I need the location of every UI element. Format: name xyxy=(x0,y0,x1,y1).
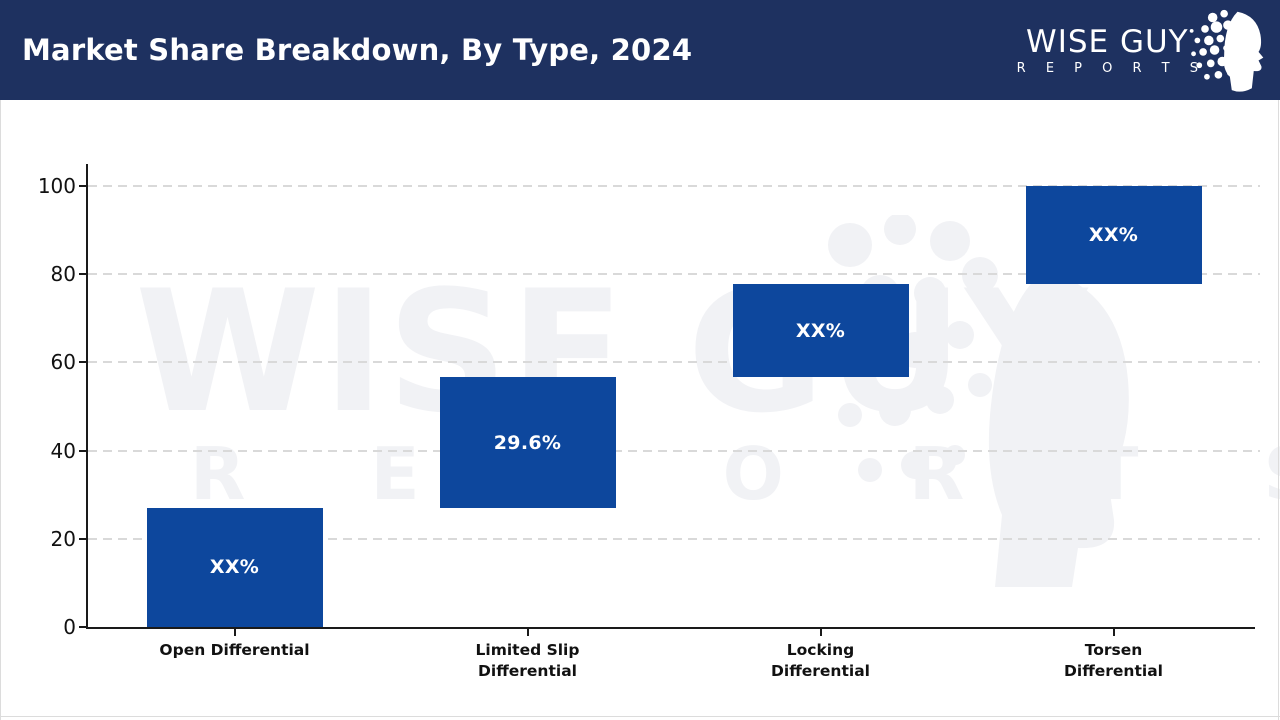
bar-value-label: XX% xyxy=(795,319,846,342)
bar: XX% xyxy=(146,507,323,627)
y-tick-label: 0 xyxy=(63,615,76,639)
y-tick-label: 80 xyxy=(50,262,76,287)
y-axis-tick xyxy=(79,185,86,187)
y-tick-label: 60 xyxy=(50,350,76,375)
bar: XX% xyxy=(732,284,909,378)
bar-value-label: XX% xyxy=(1088,224,1139,247)
right-edge-border xyxy=(1278,100,1279,720)
wiseguy-logo: WISE GUY R E P O R T S xyxy=(1017,6,1270,94)
x-axis-tick xyxy=(1112,629,1115,636)
grid-line xyxy=(88,185,1260,187)
category-label: Torsen Differential xyxy=(1064,641,1163,680)
header: Market Share Breakdown, By Type, 2024 WI… xyxy=(0,0,1280,100)
bar: XX% xyxy=(1025,186,1202,285)
bar: 29.6% xyxy=(439,377,616,508)
page-title: Market Share Breakdown, By Type, 2024 xyxy=(22,33,693,67)
category-label: Limited Slip Differential xyxy=(475,641,580,680)
x-axis-tick xyxy=(819,629,822,636)
category-label: Open Differential xyxy=(159,641,310,659)
grid-line xyxy=(88,449,1260,452)
y-axis-tick xyxy=(79,626,86,628)
y-axis-spine xyxy=(86,164,88,629)
y-tick-label: 20 xyxy=(50,526,76,551)
x-axis-spine xyxy=(87,627,1255,629)
wiseguy-face-icon xyxy=(1189,9,1264,92)
y-axis-tick xyxy=(79,273,86,276)
y-axis-tick xyxy=(79,537,86,540)
bottom-edge-border xyxy=(0,716,1280,717)
x-axis-tick xyxy=(233,629,236,636)
bar-value-label: XX% xyxy=(209,556,260,579)
logo-subtext: R E P O R T S xyxy=(1016,61,1206,76)
grid-line xyxy=(88,537,1260,540)
category-label: Locking Differential xyxy=(771,641,870,680)
y-axis-tick xyxy=(79,449,86,452)
y-axis-tick xyxy=(79,361,86,364)
logo-text: WISE GUY R E P O R T S xyxy=(1017,24,1198,76)
grid-line xyxy=(88,273,1260,276)
y-tick-label: 40 xyxy=(50,438,76,463)
x-axis-tick xyxy=(526,629,529,636)
grid-line xyxy=(88,361,1260,364)
bar-value-label: 29.6% xyxy=(493,431,562,454)
left-edge-border xyxy=(0,100,1,720)
logo-wordmark: WISE GUY xyxy=(1026,24,1189,60)
y-tick-label: 100 xyxy=(37,174,76,198)
